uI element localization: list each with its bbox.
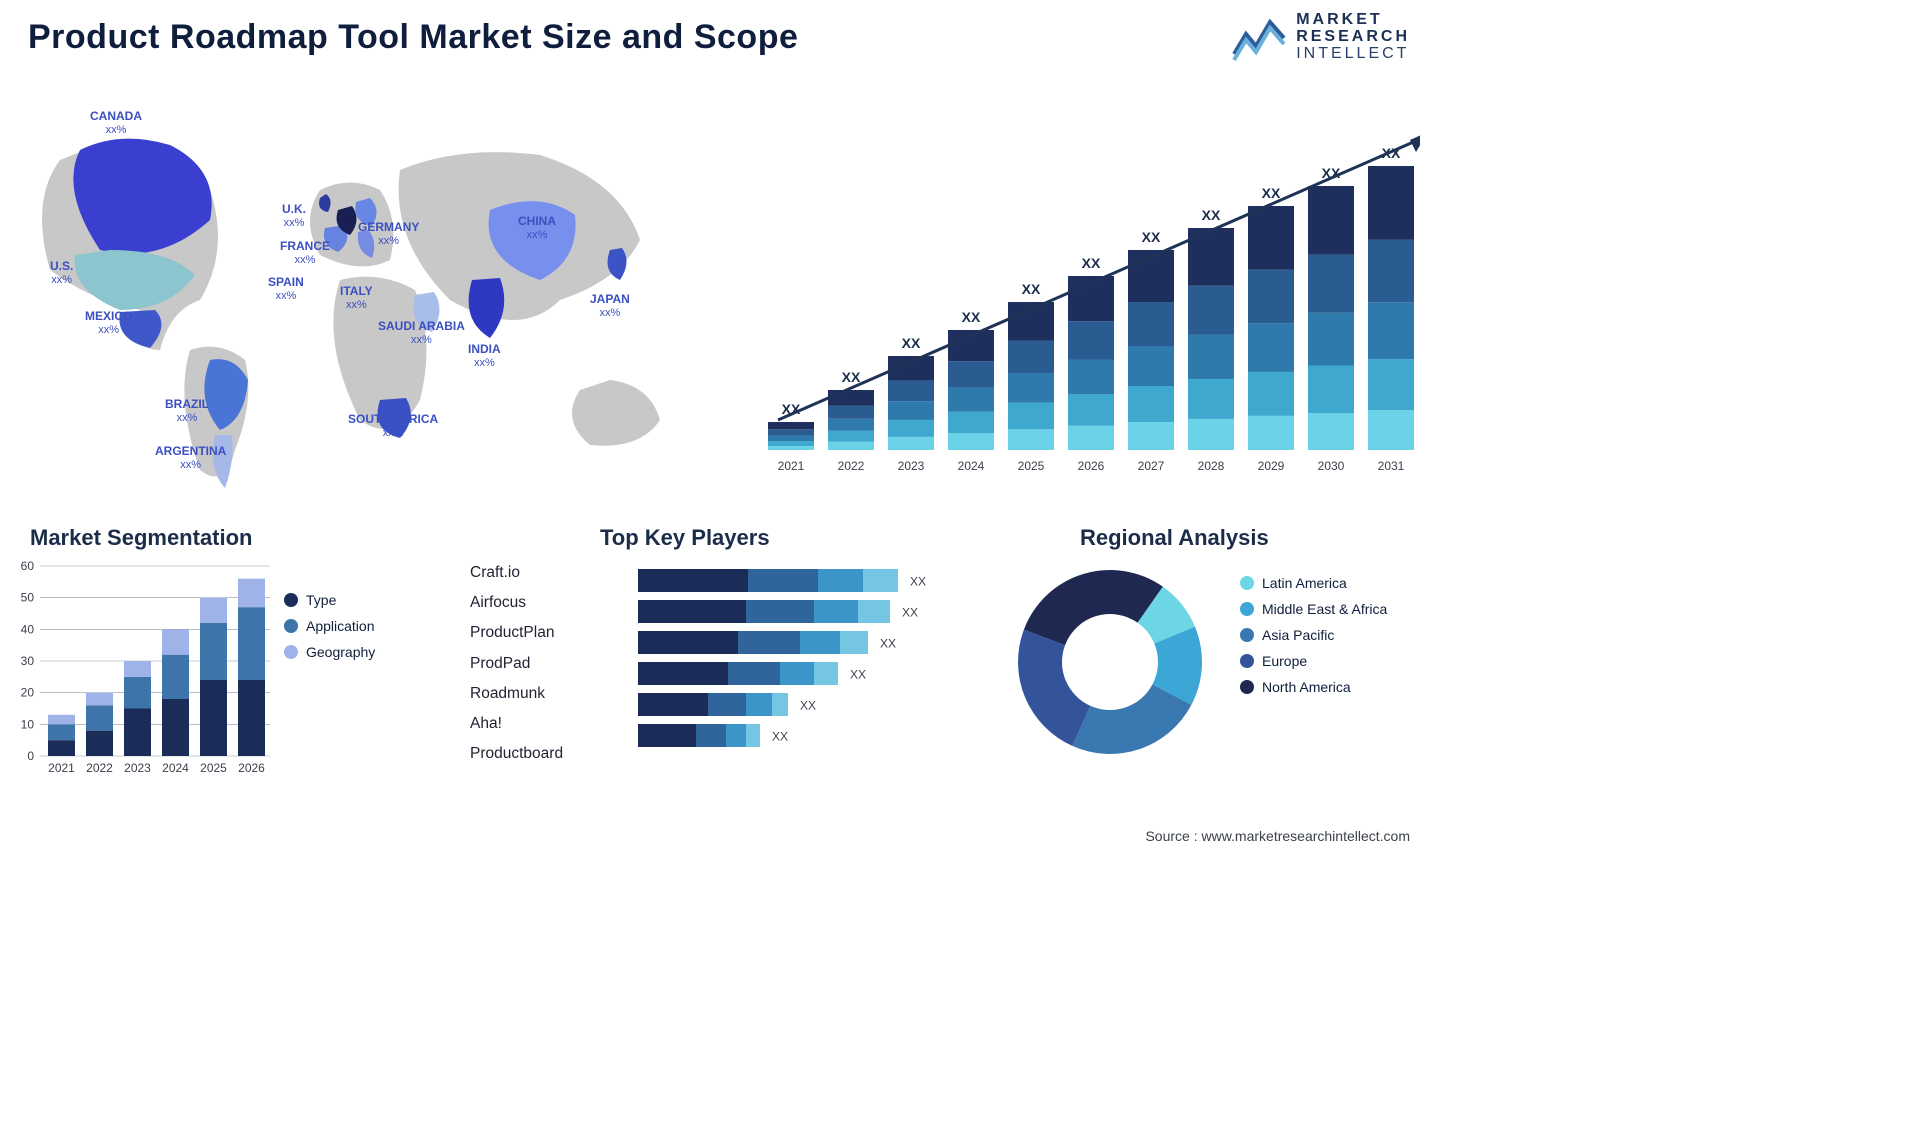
seg-legend-type: Type bbox=[284, 592, 375, 608]
player-prodpad: ProdPad bbox=[470, 649, 563, 679]
market-size-chart: XX 2021 XX 2022 XX 2023 XX 2024 XX 2025 XX 2026 XX 20… bbox=[760, 110, 1420, 480]
player-craft-io: Craft.io bbox=[470, 558, 563, 588]
map-label-japan: JAPANxx% bbox=[590, 293, 630, 319]
svg-text:20: 20 bbox=[21, 686, 35, 700]
map-label-u-k-: U.K.xx% bbox=[282, 203, 306, 229]
svg-text:2028: 2028 bbox=[1198, 459, 1225, 473]
svg-text:2023: 2023 bbox=[124, 761, 151, 775]
players-list: Craft.ioAirfocusProductPlanProdPadRoadmu… bbox=[470, 558, 563, 770]
region-legend-north-america: North America bbox=[1240, 679, 1387, 695]
player-aha-: Aha! bbox=[470, 709, 563, 739]
regional-donut bbox=[1010, 562, 1210, 762]
map-label-mexico: MEXICOxx% bbox=[85, 310, 132, 336]
map-label-france: FRANCExx% bbox=[280, 240, 330, 266]
map-label-brazil: BRAZILxx% bbox=[165, 398, 209, 424]
svg-text:2026: 2026 bbox=[1078, 459, 1105, 473]
brand-logo: MARKET RESEARCH INTELLECT bbox=[1232, 12, 1410, 62]
svg-text:XX: XX bbox=[1142, 229, 1161, 245]
svg-text:2029: 2029 bbox=[1258, 459, 1285, 473]
players-title: Top Key Players bbox=[600, 525, 770, 551]
svg-text:2031: 2031 bbox=[1378, 459, 1405, 473]
map-label-italy: ITALYxx% bbox=[340, 285, 373, 311]
svg-text:2022: 2022 bbox=[838, 459, 865, 473]
svg-text:2027: 2027 bbox=[1138, 459, 1165, 473]
svg-text:2023: 2023 bbox=[898, 459, 925, 473]
svg-text:XX: XX bbox=[842, 369, 861, 385]
seg-legend-application: Application bbox=[284, 618, 375, 634]
svg-text:2021: 2021 bbox=[48, 761, 75, 775]
map-label-saudi-arabia: SAUDI ARABIAxx% bbox=[378, 320, 465, 346]
region-legend-latin-america: Latin America bbox=[1240, 575, 1387, 591]
svg-text:XX: XX bbox=[902, 606, 918, 620]
region-legend-europe: Europe bbox=[1240, 653, 1387, 669]
svg-text:2024: 2024 bbox=[958, 459, 985, 473]
svg-text:XX: XX bbox=[800, 699, 816, 713]
map-label-spain: SPAINxx% bbox=[268, 276, 304, 302]
svg-text:10: 10 bbox=[21, 717, 35, 731]
segmentation-legend: Type Application Geography bbox=[284, 592, 375, 670]
svg-text:60: 60 bbox=[21, 560, 35, 573]
segmentation-chart: 0 10 20 30 40 50 60 2021 2022 2023 2024 2025 2026 bbox=[14, 560, 274, 780]
svg-text:2025: 2025 bbox=[200, 761, 227, 775]
svg-text:30: 30 bbox=[21, 654, 35, 668]
segmentation-title: Market Segmentation bbox=[30, 525, 253, 551]
svg-text:XX: XX bbox=[910, 575, 926, 589]
svg-text:XX: XX bbox=[1202, 207, 1221, 223]
world-map: CANADAxx% U.S.xx% MEXICOxx% BRAZILxx% ARGENT… bbox=[20, 100, 720, 500]
svg-text:XX: XX bbox=[772, 730, 788, 744]
map-label-germany: GERMANYxx% bbox=[358, 221, 419, 247]
svg-text:XX: XX bbox=[1082, 255, 1101, 271]
player-productplan: ProductPlan bbox=[470, 618, 563, 648]
svg-text:XX: XX bbox=[1262, 185, 1281, 201]
svg-text:XX: XX bbox=[902, 335, 921, 351]
map-label-argentina: ARGENTINAxx% bbox=[155, 445, 226, 471]
map-label-u-s-: U.S.xx% bbox=[50, 260, 73, 286]
seg-legend-geography: Geography bbox=[284, 644, 375, 660]
regional-legend: Latin America Middle East & Africa Asia Pa… bbox=[1240, 575, 1387, 705]
player-roadmunk: Roadmunk bbox=[470, 679, 563, 709]
map-label-india: INDIAxx% bbox=[468, 343, 501, 369]
svg-text:XX: XX bbox=[1022, 281, 1041, 297]
map-label-south-africa: SOUTH AFRICAxx% bbox=[348, 413, 438, 439]
svg-text:XX: XX bbox=[880, 637, 896, 651]
svg-text:40: 40 bbox=[21, 622, 35, 636]
svg-text:0: 0 bbox=[27, 749, 34, 763]
page-title: Product Roadmap Tool Market Size and Sco… bbox=[28, 18, 798, 57]
logo-text: MARKET RESEARCH INTELLECT bbox=[1296, 12, 1410, 62]
logo-icon bbox=[1232, 12, 1286, 62]
svg-text:2030: 2030 bbox=[1318, 459, 1345, 473]
svg-text:50: 50 bbox=[21, 591, 35, 605]
map-label-canada: CANADAxx% bbox=[90, 110, 142, 136]
region-legend-asia-pacific: Asia Pacific bbox=[1240, 627, 1387, 643]
key-players-chart: XX XX XX XX XX XX bbox=[638, 563, 958, 773]
region-legend-middle-east-africa: Middle East & Africa bbox=[1240, 601, 1387, 617]
player-airfocus: Airfocus bbox=[470, 588, 563, 618]
svg-text:2021: 2021 bbox=[778, 459, 805, 473]
svg-text:XX: XX bbox=[850, 668, 866, 682]
svg-text:XX: XX bbox=[962, 309, 981, 325]
svg-text:2022: 2022 bbox=[86, 761, 113, 775]
svg-text:2026: 2026 bbox=[238, 761, 265, 775]
map-label-china: CHINAxx% bbox=[518, 215, 556, 241]
svg-text:2025: 2025 bbox=[1018, 459, 1045, 473]
regional-title: Regional Analysis bbox=[1080, 525, 1269, 551]
player-productboard: Productboard bbox=[470, 739, 563, 769]
source-text: Source : www.marketresearchintellect.com bbox=[1145, 828, 1410, 844]
svg-text:2024: 2024 bbox=[162, 761, 189, 775]
